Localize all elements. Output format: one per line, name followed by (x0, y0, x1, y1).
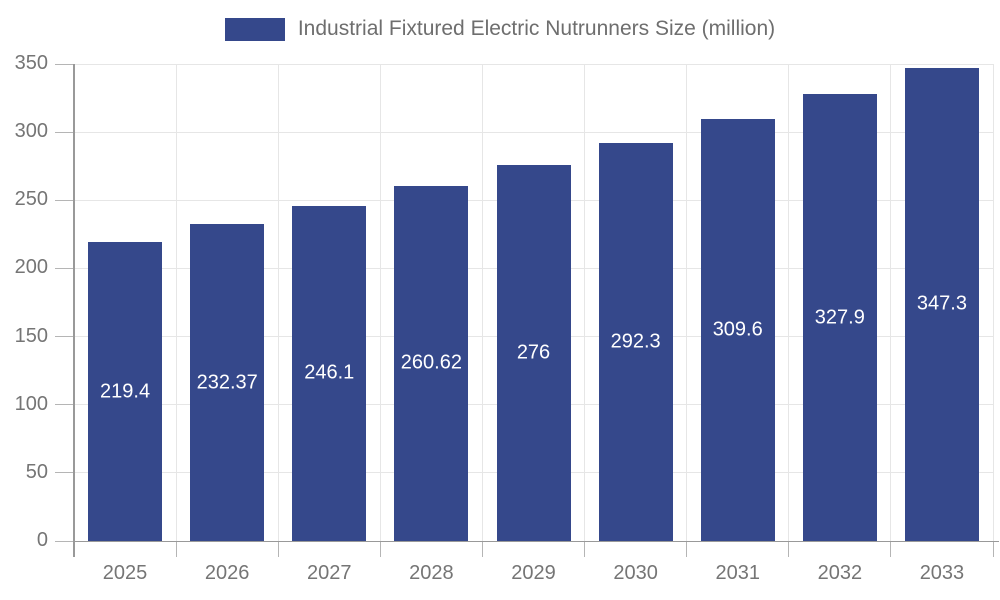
y-axis-tick (55, 472, 74, 474)
x-axis-tick (992, 541, 994, 557)
bar (394, 185, 469, 541)
y-axis-tick-label: 300 (14, 120, 48, 143)
x-gridline (481, 64, 483, 541)
x-gridline (686, 64, 688, 541)
x-axis-tick-label: 2031 (715, 562, 760, 584)
bar (904, 67, 979, 541)
bar (190, 224, 265, 541)
x-axis-tick (890, 541, 892, 557)
x-axis-tick (584, 541, 586, 557)
y-axis-tick-label: 150 (14, 324, 48, 347)
x-axis-tick (379, 541, 381, 557)
x-gridline (584, 64, 586, 541)
bar (88, 242, 163, 541)
x-axis-tick-label: 2029 (511, 562, 556, 584)
x-axis-tick-label: 2026 (204, 562, 250, 584)
y-axis-tick-label: 50 (25, 460, 48, 483)
x-gridline (175, 64, 177, 541)
x-gridline (788, 64, 790, 541)
x-axis-tick-label: 2027 (307, 562, 352, 584)
bar (496, 164, 571, 541)
x-axis-tick-label: 2033 (919, 562, 965, 584)
bar (292, 205, 367, 541)
legend-swatch (224, 17, 285, 41)
y-axis-tick-label: 0 (36, 529, 48, 552)
y-gridline (74, 63, 993, 65)
bar-value-label: 309.6 (712, 318, 763, 341)
x-gridline (992, 64, 994, 541)
chart-legend-item[interactable]: Industrial Fixtured Electric Nutrunners … (0, 17, 1000, 41)
bar (598, 142, 673, 541)
y-axis-tick (55, 336, 74, 338)
x-axis-tick (686, 541, 688, 557)
y-axis-tick-label: 100 (14, 392, 48, 415)
bar-value-label: 260.62 (400, 351, 462, 374)
y-gridline (74, 131, 993, 133)
x-gridline (277, 64, 279, 541)
x-axis-tick (277, 541, 279, 557)
bar-value-label: 219.4 (100, 380, 151, 402)
y-axis-tick (55, 199, 74, 201)
y-axis-tick-label: 200 (14, 256, 48, 279)
y-axis-tick (55, 540, 74, 542)
y-axis-tick (55, 404, 74, 406)
bar-value-label: 246.1 (304, 361, 355, 384)
bar-value-label: 347.3 (916, 292, 967, 315)
bar-value-label: 292.3 (610, 330, 661, 353)
x-axis-tick-label: 2025 (102, 562, 148, 584)
bar-value-label: 276 (516, 341, 551, 364)
bar-value-label: 327.9 (814, 306, 865, 329)
x-axis-tick-label: 2028 (409, 562, 454, 584)
x-axis-tick-label: 2030 (613, 562, 658, 584)
x-axis-tick-label: 2032 (817, 562, 863, 584)
x-gridline (890, 64, 892, 541)
x-gridline (379, 64, 381, 541)
y-axis-line (73, 64, 75, 557)
x-axis-tick (175, 541, 177, 557)
y-axis-tick (55, 131, 74, 133)
plot-area: 0 50 100 150 200 250 300 350 219.4 2025 232.37 2026… (15, 52, 999, 584)
x-axis-tick (481, 541, 483, 557)
bar-value-label: 232.37 (196, 371, 258, 394)
y-axis-tick (55, 267, 74, 269)
y-axis-tick-label: 350 (14, 52, 48, 75)
y-axis-tick (55, 63, 74, 65)
bar (802, 94, 877, 541)
x-axis-tick (788, 541, 790, 557)
x-axis-line (73, 540, 999, 542)
y-axis-tick-label: 250 (14, 188, 48, 211)
bar (700, 119, 775, 541)
legend-label: Industrial Fixtured Electric Nutrunners … (297, 17, 776, 40)
